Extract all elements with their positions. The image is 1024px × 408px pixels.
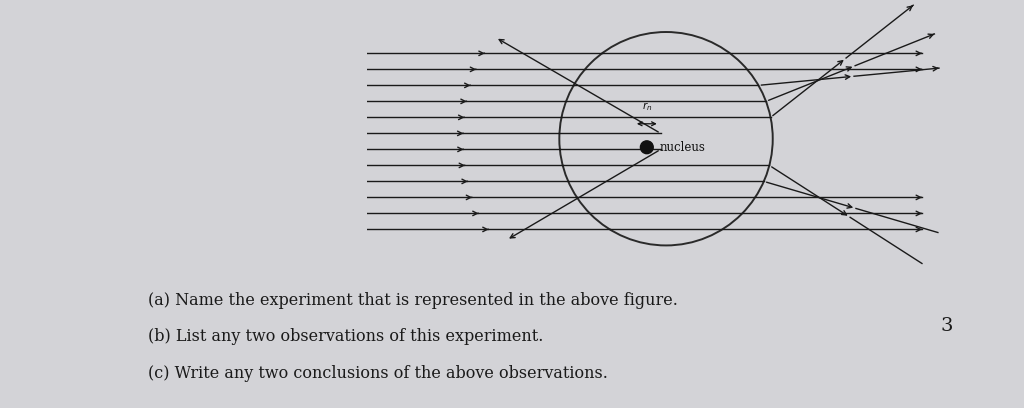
Circle shape	[640, 141, 653, 154]
Text: 3: 3	[941, 317, 953, 335]
Text: (b) List any two observations of this experiment.: (b) List any two observations of this ex…	[148, 328, 544, 346]
Text: (a) Name the experiment that is represented in the above figure.: (a) Name the experiment that is represen…	[148, 292, 678, 309]
Text: (c) Write any two conclusions of the above observations.: (c) Write any two conclusions of the abo…	[148, 365, 608, 382]
Text: nucleus: nucleus	[659, 141, 706, 154]
Text: $r_n$: $r_n$	[642, 100, 652, 113]
